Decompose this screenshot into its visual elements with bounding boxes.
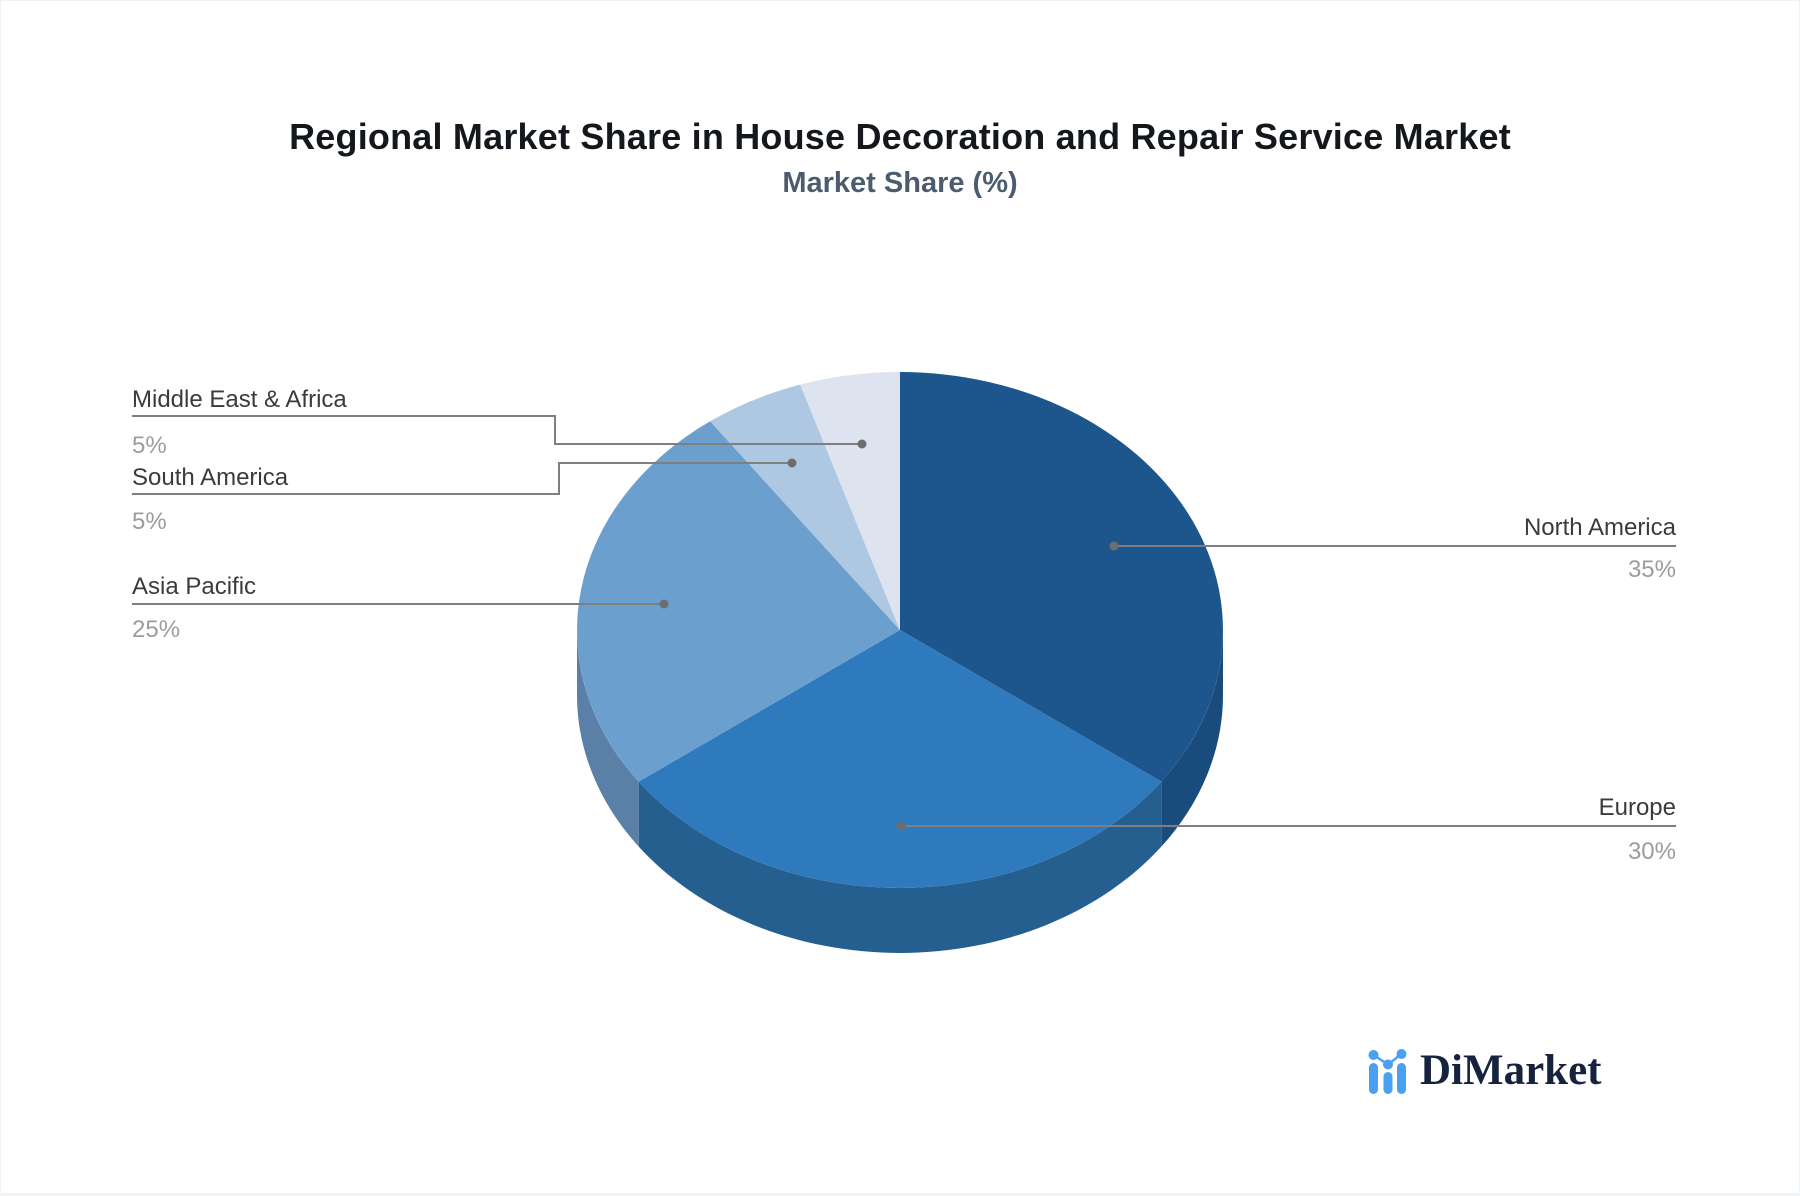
- label-south-america: South America: [132, 464, 289, 491]
- bar-line-chart-icon: [1368, 1049, 1407, 1094]
- label-asia-pacific: Asia Pacific: [132, 573, 257, 600]
- pie-slice-north-america: [900, 372, 1223, 782]
- label-north-america: North America: [1523, 514, 1676, 541]
- connector-middle-east-africa: [132, 415, 862, 445]
- connector-dot-south-america: [787, 458, 797, 468]
- pie-slice-asia-pacific: [577, 421, 900, 782]
- logo-text: DiMarket: [1420, 1047, 1602, 1094]
- pie-slice-europe: [638, 630, 1162, 888]
- connector-south-america: [132, 462, 792, 495]
- connector-dot-north-america: [1109, 541, 1119, 551]
- pie-side-europe: [638, 781, 1162, 953]
- label-middle-east-africa: Middle East & Africa: [132, 386, 347, 413]
- connector-dot-europe: [896, 821, 906, 831]
- logo: DiMarket: [1366, 1048, 1602, 1096]
- pie-side-north-america: [1161, 630, 1223, 847]
- connector-dot-asia-pacific: [659, 599, 669, 609]
- pie-slice-middle-east-africa: [800, 372, 900, 630]
- value-asia-pacific: 25%: [132, 616, 181, 643]
- value-europe: 30%: [1627, 838, 1676, 865]
- label-europe: Europe: [1598, 794, 1676, 821]
- page-bottom-border: [0, 1193, 1800, 1196]
- pie-slice-south-america: [710, 384, 900, 630]
- value-south-america: 5%: [132, 508, 167, 535]
- chart-title: Regional Market Share in House Decoratio…: [289, 116, 1511, 157]
- connector-dot-middle-east-africa: [857, 439, 867, 449]
- value-middle-east-africa: 5%: [132, 432, 167, 459]
- value-north-america: 35%: [1627, 556, 1676, 583]
- pie-side-asia-pacific: [577, 630, 639, 847]
- chart-subtitle: Market Share (%): [782, 167, 1018, 199]
